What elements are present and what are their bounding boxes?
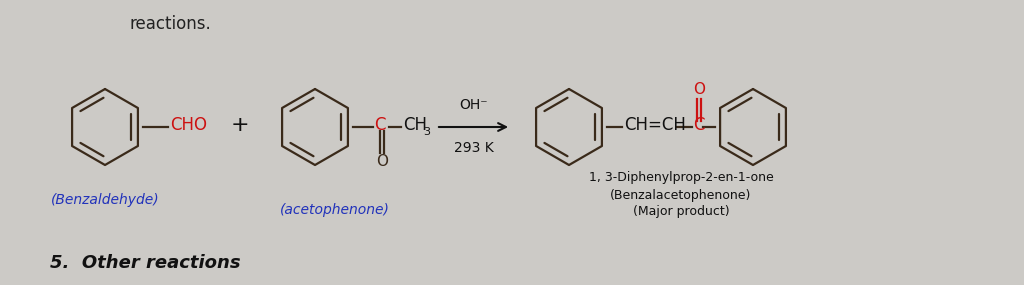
Text: C: C: [374, 116, 385, 134]
Text: 1, 3-Diphenylprop-2-en-1-one: 1, 3-Diphenylprop-2-en-1-one: [589, 170, 773, 184]
Text: 5.  Other reactions: 5. Other reactions: [50, 254, 241, 272]
Text: 3: 3: [423, 127, 430, 137]
Text: +: +: [230, 115, 249, 135]
Text: CH: CH: [403, 116, 427, 134]
Text: (acetophenone): (acetophenone): [280, 203, 390, 217]
Text: (Major product): (Major product): [633, 205, 729, 219]
Text: CHO: CHO: [170, 116, 207, 134]
Text: O: O: [376, 154, 388, 170]
Text: (Benzaldehyde): (Benzaldehyde): [50, 193, 160, 207]
Text: (Benzalacetophenone): (Benzalacetophenone): [610, 188, 752, 201]
Text: CH=CH: CH=CH: [624, 116, 686, 134]
Text: O: O: [693, 82, 705, 97]
Text: 293 K: 293 K: [454, 141, 494, 155]
Text: OH⁻: OH⁻: [459, 98, 487, 112]
Text: reactions.: reactions.: [129, 15, 211, 33]
Text: C: C: [693, 116, 705, 134]
